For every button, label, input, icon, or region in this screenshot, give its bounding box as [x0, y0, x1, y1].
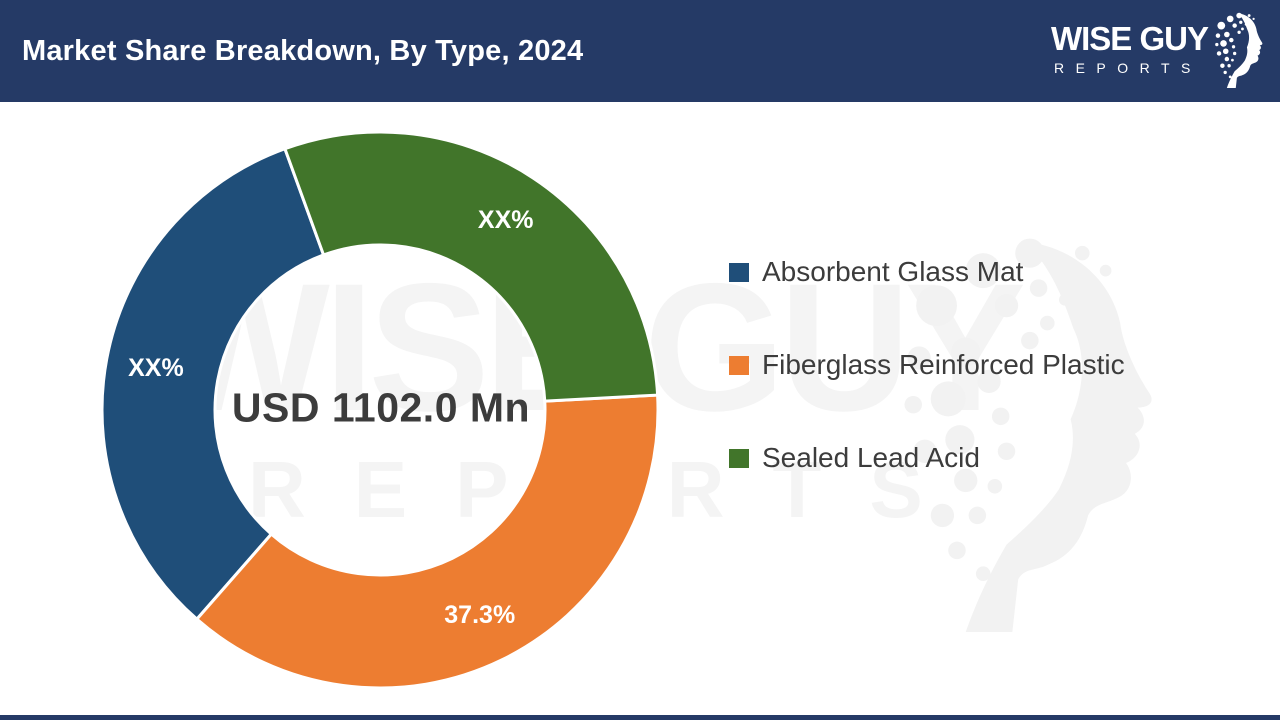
logo-subtitle: REPORTS [1053, 60, 1202, 76]
donut-chart: XX% 37.3% XX% [100, 130, 660, 690]
slice-percentage-label: XX% [128, 354, 184, 382]
donut-slice [194, 393, 660, 690]
slice-percentage-label: XX% [478, 206, 534, 234]
legend-label: Sealed Lead Acid [762, 442, 980, 473]
header-bar: Market Share Breakdown, By Type, 2024 WI… [0, 0, 1280, 102]
page-title: Market Share Breakdown, By Type, 2024 [22, 34, 584, 67]
donut-slice [100, 146, 326, 622]
slice-percentage-label: 37.3% [444, 601, 515, 629]
chart-area: WISE GUY REPORTS XX%37.3%XX% USD 1102.0 … [0, 102, 1280, 715]
legend-item: Sealed Lead Acid [729, 442, 1125, 474]
donut-slice [282, 130, 660, 403]
wise-guy-face-icon [1210, 10, 1266, 88]
legend-swatch [729, 262, 749, 282]
legend-label: Absorbent Glass Mat [762, 256, 1024, 287]
wise-guy-logo: WISE GUY REPORTS [1051, 6, 1266, 88]
legend-item: Fiberglass Reinforced Plastic [729, 349, 1125, 381]
legend-label: Fiberglass Reinforced Plastic [762, 349, 1125, 380]
logo-text: WISE GUY REPORTS [1050, 20, 1209, 76]
footer-bar [0, 715, 1280, 720]
chart-legend: Absorbent Glass Mat Fiberglass Reinforced… [729, 256, 1125, 474]
legend-item: Absorbent Glass Mat [729, 256, 1125, 288]
legend-swatch [729, 448, 749, 468]
chart-center-value: USD 1102.0 Mn [231, 384, 531, 431]
logo-wordmark: WISE GUY [1050, 20, 1209, 57]
legend-swatch [729, 355, 749, 375]
